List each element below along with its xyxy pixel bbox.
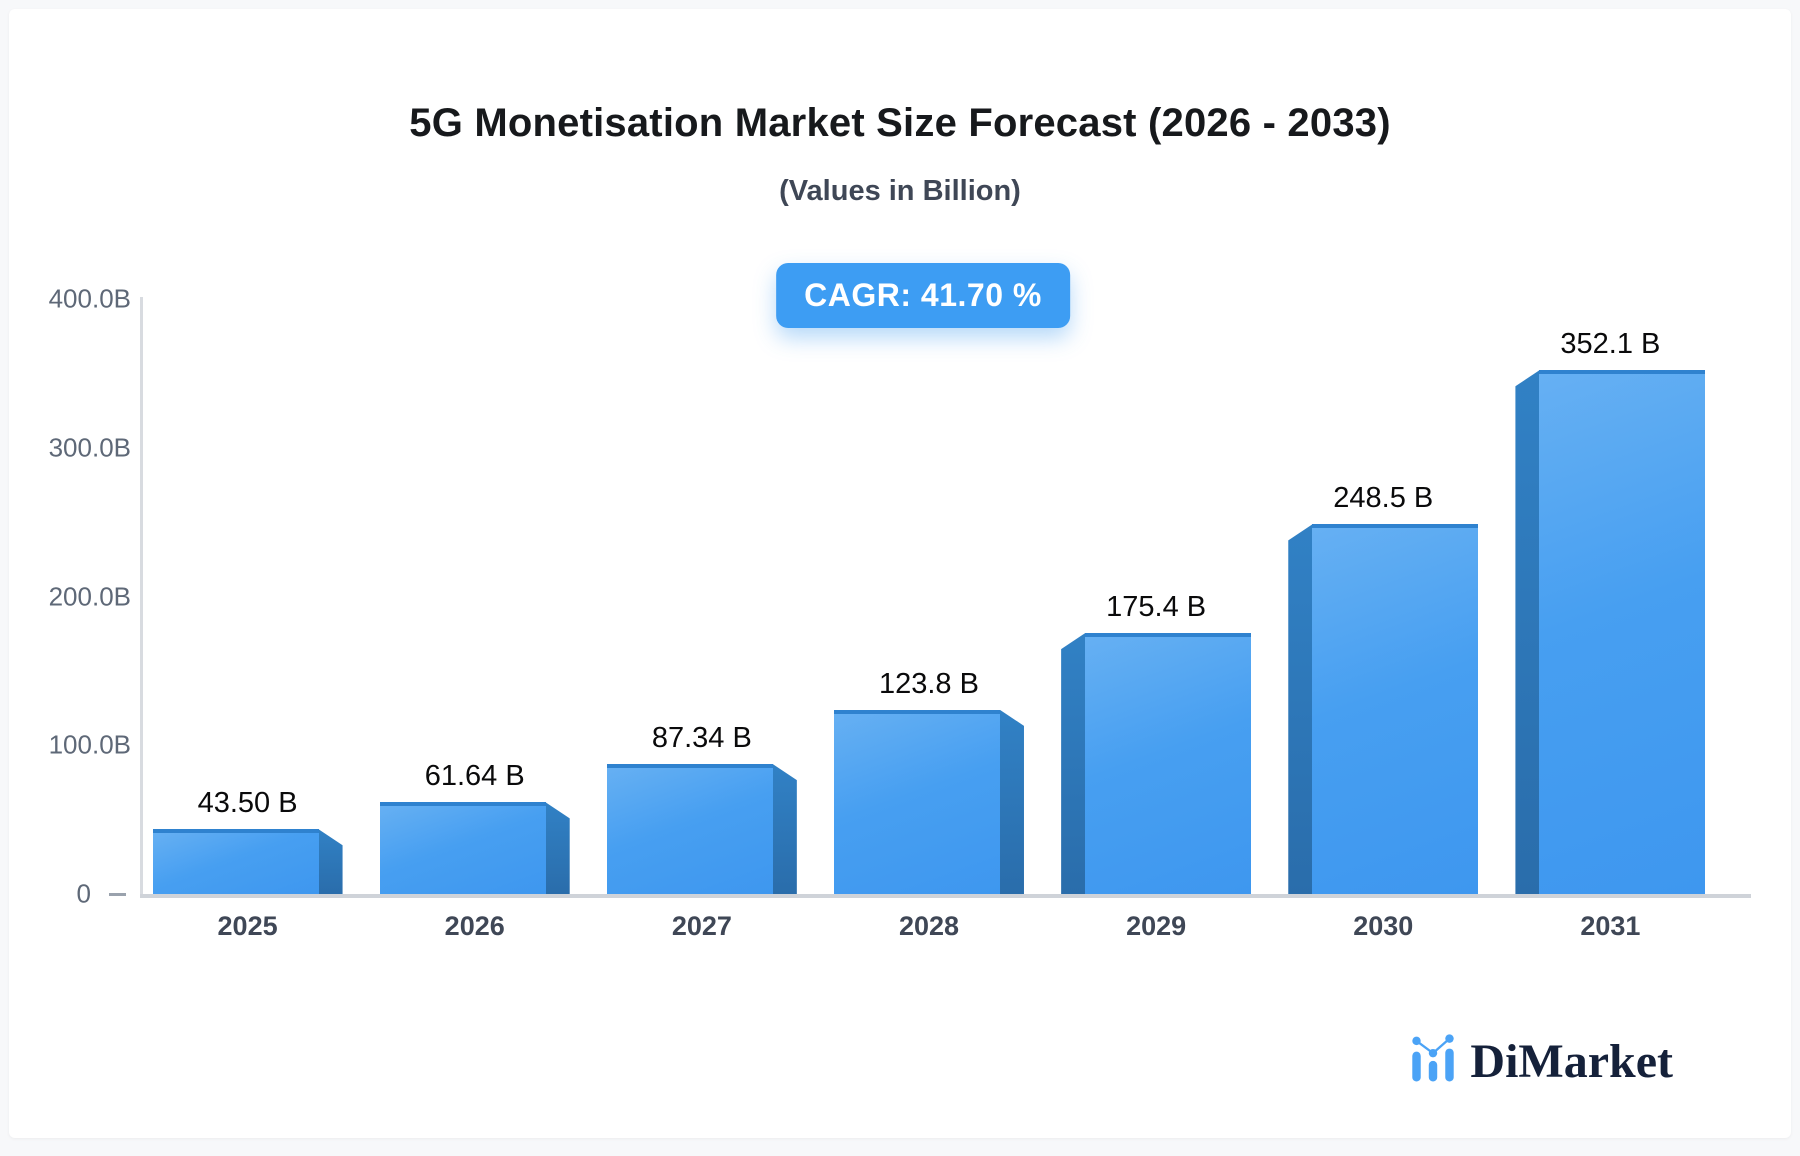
bar-side-face: [545, 802, 570, 894]
x-axis-label: 2029: [1126, 911, 1187, 941]
bar-side-face: [1288, 524, 1313, 894]
bar-value-label: 61.64 B: [424, 760, 525, 793]
bar-column: 248.5 B 2030: [1270, 299, 1497, 941]
chart-title: 5G Monetisation Market Size Forecast (20…: [409, 101, 1391, 145]
bar-side-face: [772, 764, 797, 894]
bar-2025: 43.50 B: [152, 787, 343, 894]
zero-tick-mark: [109, 893, 126, 896]
bar-side-face: [318, 829, 343, 894]
bar-side-face: [999, 709, 1024, 894]
x-axis-line: [140, 894, 1751, 898]
plot-area: 43.50 B 2025 61.64 B 2026 87.34 B 2027 123.8 B…: [9, 299, 1800, 941]
bar-2028: 123.8 B: [833, 668, 1024, 894]
bar-column: 352.1 B 2031: [1497, 299, 1724, 941]
bar-column: 175.4 B 2029: [1043, 299, 1270, 941]
bar-value-label: 43.50 B: [197, 787, 298, 820]
bar-side-face: [1061, 633, 1086, 894]
bar-column: 61.64 B 2026: [361, 299, 588, 941]
bar-value-label: 352.1 B: [1560, 328, 1661, 361]
bar-value-label: 248.5 B: [1333, 482, 1434, 515]
brand-logo: DiMarket: [1410, 1030, 1673, 1088]
bar-column: 123.8 B 2028: [815, 299, 1042, 941]
chart-card: 5G Monetisation Market Size Forecast (20…: [9, 9, 1791, 1138]
bar-2026: 61.64 B: [379, 760, 570, 894]
bar-value-label: 87.34 B: [651, 722, 752, 755]
bar-chart-logo-icon: [1410, 1030, 1456, 1084]
bar-2030: 248.5 B: [1288, 482, 1479, 894]
bar-column: 43.50 B 2025: [134, 299, 361, 941]
y-tick-label: 0: [76, 878, 91, 909]
bars-row: 43.50 B 2025 61.64 B 2026 87.34 B 2027 123.8 B…: [134, 299, 1724, 941]
x-axis-label: 2031: [1580, 911, 1641, 941]
y-tick-label: 400.0B: [48, 283, 131, 314]
bar-2031: 352.1 B: [1515, 328, 1706, 894]
y-tick-label: 200.0B: [48, 581, 131, 611]
x-axis-label: 2027: [671, 911, 732, 941]
brand-name: DiMarket: [1470, 1034, 1673, 1088]
x-axis-label: 2026: [444, 911, 505, 941]
bar-face: [1085, 633, 1252, 894]
chart-subtitle: (Values in Billion): [779, 175, 1021, 207]
bar-value-label: 123.8 B: [878, 667, 979, 700]
bar-face: [1539, 370, 1706, 894]
bar-face: [379, 802, 546, 894]
bar-value-label: 175.4 B: [1106, 591, 1207, 624]
bar-2029: 175.4 B: [1061, 591, 1252, 894]
bar-2027: 87.34 B: [606, 722, 797, 894]
bar-side-face: [1515, 370, 1540, 894]
bar-column: 87.34 B 2027: [588, 299, 815, 941]
bar-face: [606, 764, 773, 894]
y-axis-line: [140, 297, 143, 898]
y-axis: 400.0B 300.0B 200.0B 100.0B 0: [9, 284, 131, 909]
bar-face: [833, 709, 1000, 894]
x-axis-label: 2028: [898, 911, 960, 941]
y-tick-label: 100.0B: [48, 729, 131, 760]
y-tick-label: 300.0B: [48, 432, 131, 463]
bar-face: [152, 829, 319, 894]
x-axis-label: 2025: [217, 911, 278, 941]
bar-face: [1312, 524, 1479, 894]
x-axis-label: 2030: [1353, 911, 1414, 941]
cagr-badge: CAGR: 41.70 %: [776, 263, 1070, 328]
